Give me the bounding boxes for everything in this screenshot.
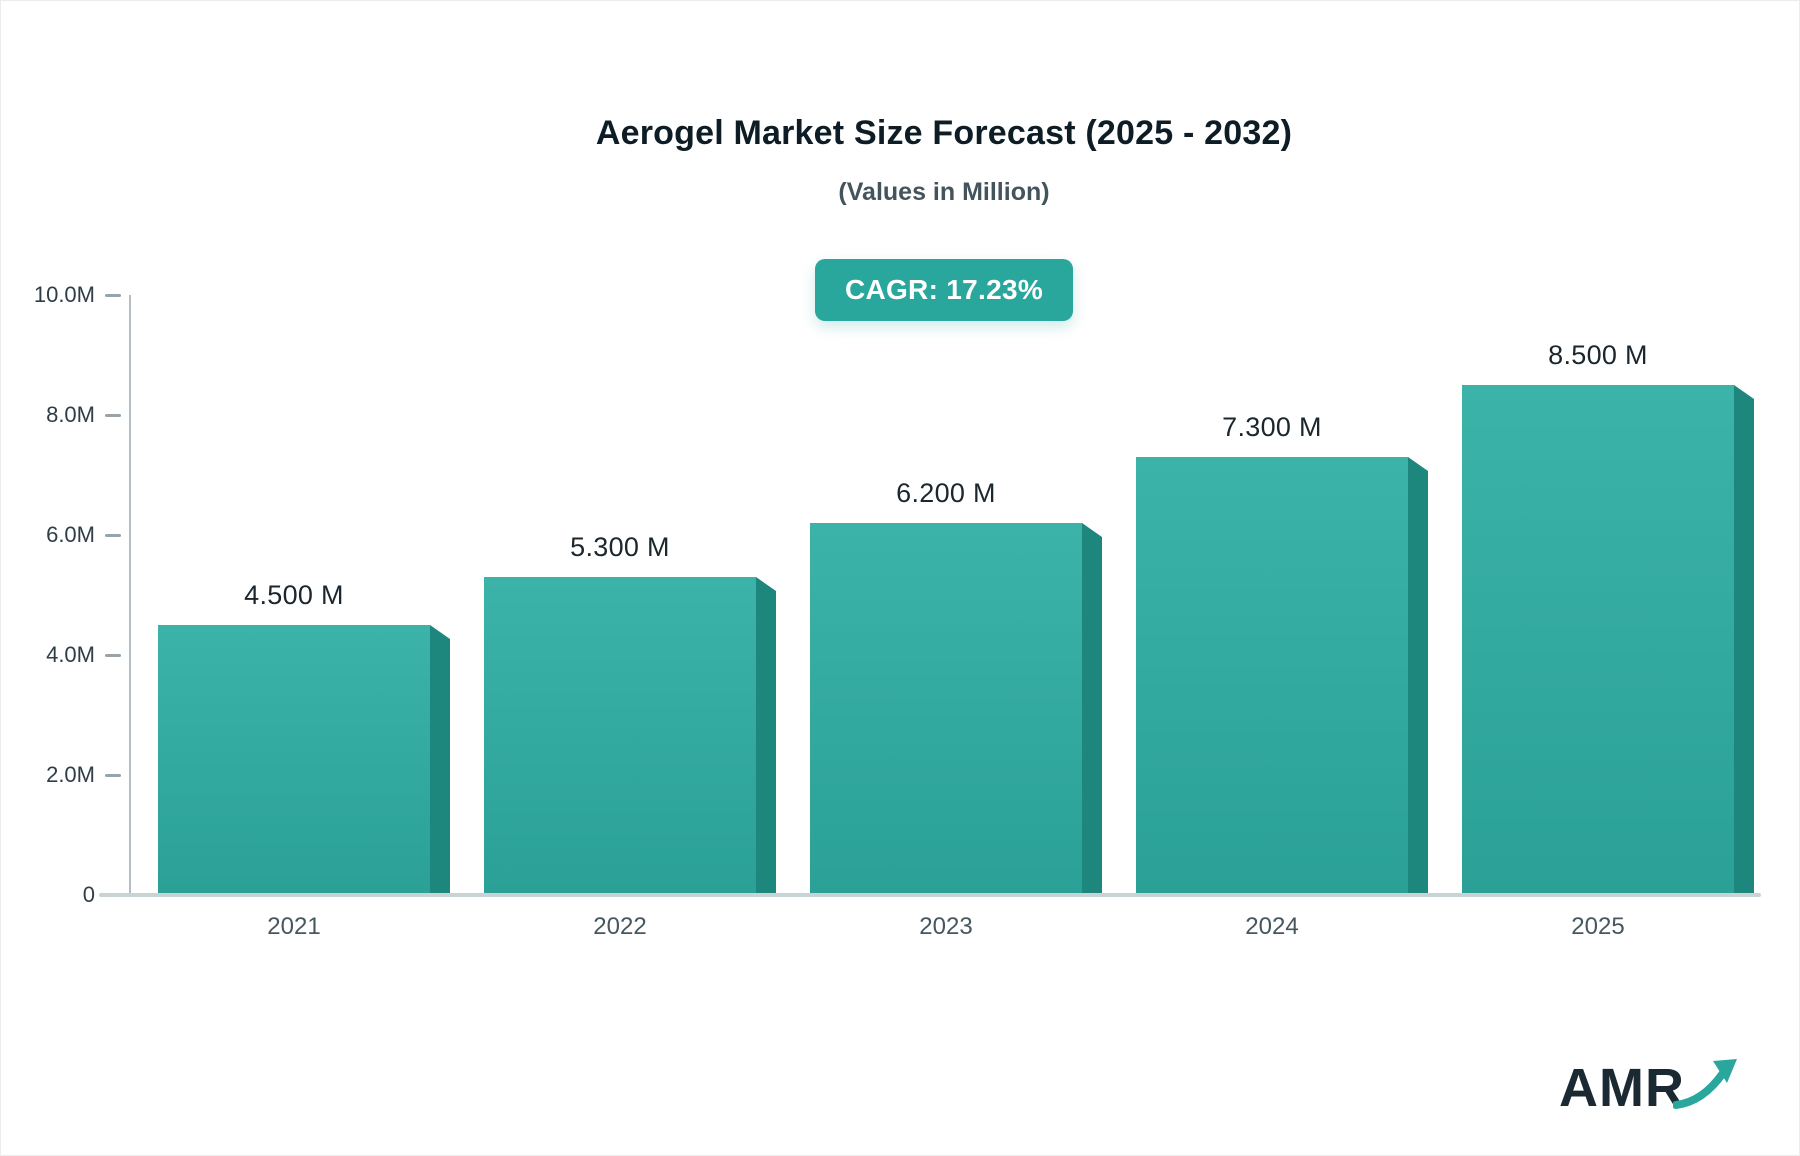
bar-side-face xyxy=(756,577,776,895)
amr-logo-text: AMR xyxy=(1559,1058,1685,1118)
y-tick-mark xyxy=(105,413,121,417)
bar-side-face xyxy=(1734,385,1754,895)
bar-value-label: 4.500 M xyxy=(244,580,344,610)
bar-value-label: 7.300 M xyxy=(1222,412,1322,442)
y-tick: 2.0M xyxy=(46,762,121,788)
x-axis-label: 2024 xyxy=(1245,913,1299,940)
bar: 8.500 M xyxy=(1462,340,1754,895)
bar-face xyxy=(1462,385,1734,895)
bar-group: 8.500 M xyxy=(1435,295,1761,895)
y-tick-mark xyxy=(105,533,121,537)
bar-group: 7.300 M xyxy=(1109,295,1435,895)
chart-title: Aerogel Market Size Forecast (2025 - 203… xyxy=(595,114,1293,152)
y-tick-label: 6.0M xyxy=(46,522,95,547)
logo-arrow-icon xyxy=(1673,1059,1737,1109)
chart-header: Aerogel Market Size Forecast (2025 - 203… xyxy=(129,1,1759,321)
chart-subtitle: (Values in Million) xyxy=(838,177,1050,206)
x-axis-label: 2025 xyxy=(1571,913,1625,940)
y-tick-label: 4.0M xyxy=(46,642,95,667)
bar-group: 5.300 M xyxy=(457,295,783,895)
y-tick-mark xyxy=(105,653,121,657)
bar: 7.300 M xyxy=(1136,412,1428,895)
bar-value-label: 8.500 M xyxy=(1548,340,1648,370)
bar-group: 6.200 M xyxy=(783,295,1109,895)
bar-value-label: 5.300 M xyxy=(570,532,670,562)
x-axis-label: 2023 xyxy=(919,913,973,940)
bar-group: 4.500 M xyxy=(131,295,457,895)
y-tick-label: 10.0M xyxy=(33,282,95,307)
y-tick-label: 0 xyxy=(82,882,95,907)
y-tick-label: 8.0M xyxy=(46,402,95,427)
cagr-badge: CAGR: 17.23% xyxy=(814,258,1074,321)
y-tick: 4.0M xyxy=(46,642,121,668)
bar-side-face xyxy=(430,625,450,895)
plot-area: 0 2.0M 4.0M 6.0M 8.0M 10.0M 4.500 M 5.300 M 6.2… xyxy=(34,282,1761,940)
bar-face xyxy=(158,625,430,895)
bar: 4.500 M xyxy=(158,580,450,895)
y-tick-mark xyxy=(105,773,121,777)
x-axis-label: 2021 xyxy=(267,913,321,940)
y-tick: 8.0M xyxy=(46,402,121,428)
y-tick-label: 2.0M xyxy=(46,762,95,787)
y-axis-line xyxy=(129,295,131,895)
bar: 5.300 M xyxy=(484,532,776,895)
bar: 6.200 M xyxy=(810,478,1102,895)
x-axis: 2021 2022 2023 2024 2025 xyxy=(131,913,1761,941)
x-axis-line xyxy=(99,893,1761,897)
bar-value-label: 6.200 M xyxy=(896,478,996,508)
y-tick-mark xyxy=(105,293,121,297)
y-tick: 6.0M xyxy=(46,522,121,548)
bar-face xyxy=(484,577,756,895)
y-tick: 10.0M xyxy=(34,282,121,308)
bar-side-face xyxy=(1408,457,1428,895)
bar-face xyxy=(810,523,1082,895)
bar-side-face xyxy=(1082,523,1102,895)
x-axis-label: 2022 xyxy=(593,913,647,940)
bar-face xyxy=(1136,457,1408,895)
bars: 4.500 M 5.300 M 6.200 M 7.300 M 8.500 M xyxy=(131,295,1761,895)
amr-logo: AMR xyxy=(1559,1057,1739,1115)
